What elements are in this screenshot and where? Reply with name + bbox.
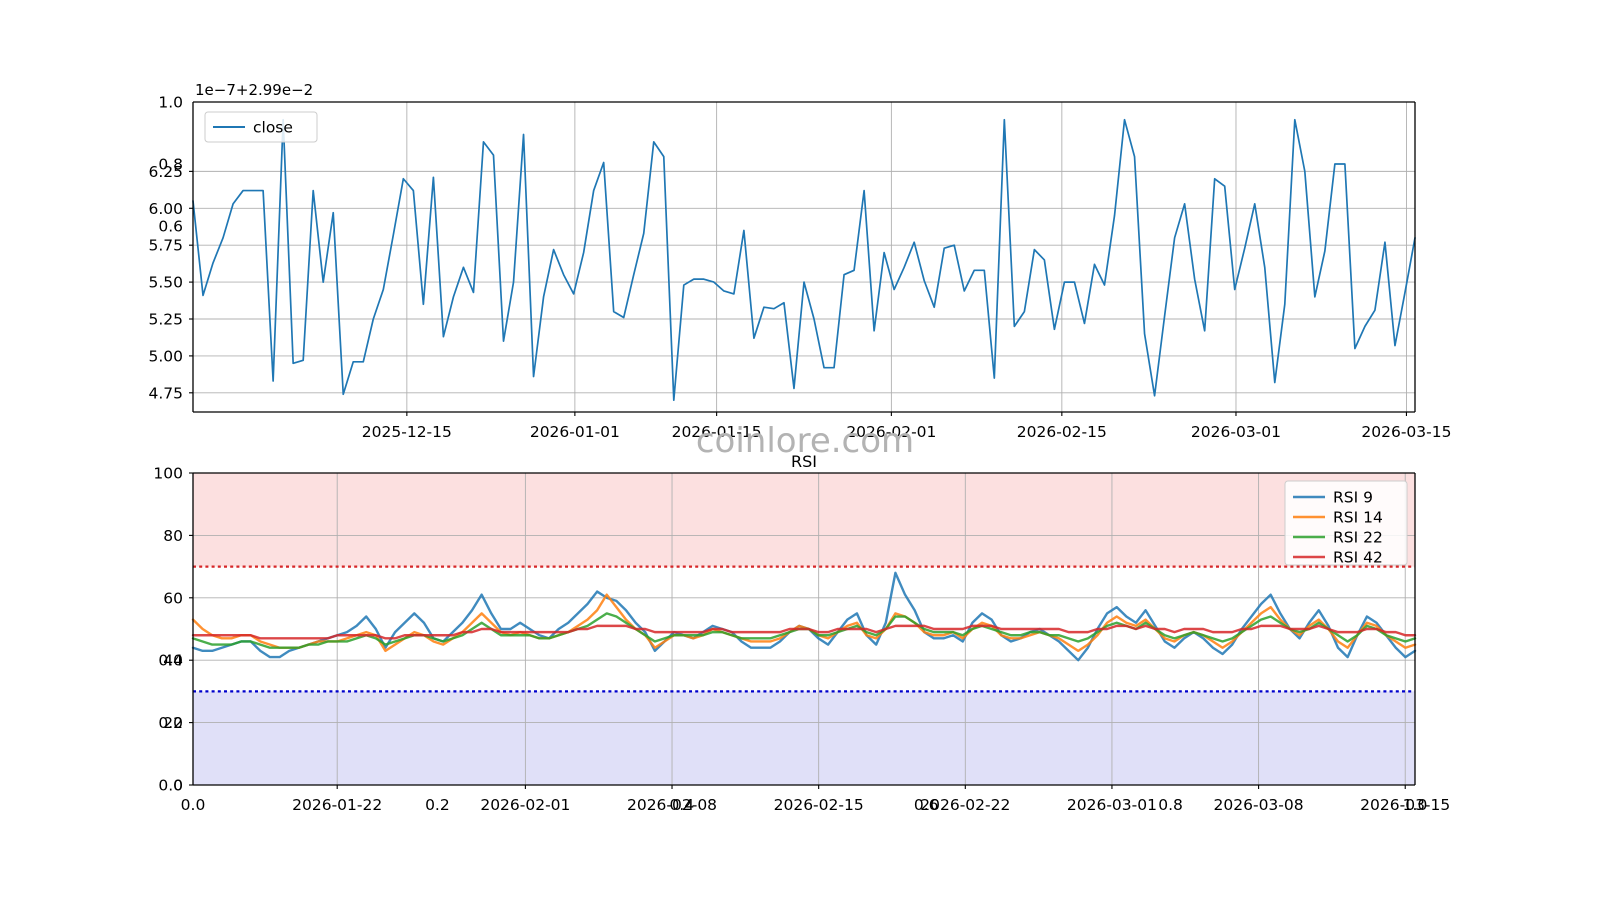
- rsi-legend-label-rsi-14: RSI 14: [1333, 509, 1383, 527]
- rsi-secondary-xtick-label: 0.2: [425, 796, 450, 814]
- rsi-xtick-label: 2026-02-01: [480, 796, 570, 814]
- rsi-ytick-label: 100: [153, 465, 183, 483]
- rsi-xtick-label: 2026-03-15: [1360, 796, 1450, 814]
- rsi-series-line-rsi-42: [191, 624, 1417, 640]
- rsi-secondary-ytick-label: 0.2: [158, 714, 183, 732]
- price-ytick-label: 4.75: [148, 384, 183, 402]
- rsi-secondary-xtick-label: 0.0: [181, 796, 206, 814]
- price-secondary-ytick-label: 0.6: [158, 218, 183, 236]
- price-xtick-label: 2026-02-15: [1017, 423, 1107, 441]
- price-legend: [204, 111, 318, 143]
- rsi-xtick-label: 2026-01-22: [292, 796, 382, 814]
- rsi-oversold-band: [193, 691, 1415, 785]
- price-ytick-label: 5.25: [148, 311, 183, 329]
- rsi-legend-label-rsi-22: RSI 22: [1333, 529, 1383, 547]
- price-xtick-label: 2026-03-01: [1191, 423, 1281, 441]
- price-xtick-label: 2026-02-01: [846, 423, 936, 441]
- rsi-ytick-label: 0: [173, 777, 183, 795]
- price-secondary-ytick-label: 0.8: [158, 156, 183, 174]
- price-legend-box: [204, 111, 318, 143]
- price-axes-background: [193, 102, 1415, 412]
- rsi-axes: [189, 472, 1417, 789]
- rsi-ytick-label: 80: [163, 527, 183, 545]
- rsi-legend-label-rsi-42: RSI 42: [1333, 549, 1383, 567]
- rsi-xtick-label: 2026-03-08: [1214, 796, 1304, 814]
- rsi-secondary-xtick-label: 1.0: [1403, 796, 1428, 814]
- rsi-overbought-band: [193, 473, 1415, 567]
- rsi-legend: [1284, 480, 1408, 566]
- price-ytick-label: 5.75: [148, 237, 183, 255]
- price-ytick-label: 5.00: [148, 347, 183, 365]
- price-secondary-ytick-label: 1.0: [158, 94, 183, 112]
- price-ytick-label: 5.50: [148, 274, 183, 292]
- rsi-legend-box: [1284, 480, 1408, 566]
- rsi-ytick-label: 20: [163, 714, 183, 732]
- rsi-xtick-label: 2026-02-22: [920, 796, 1010, 814]
- rsi-ytick-label: 60: [163, 589, 183, 607]
- price-axes: [189, 101, 1416, 416]
- price-ytick-label: 6.00: [148, 200, 183, 218]
- price-xtick-label: 2026-03-15: [1361, 423, 1451, 441]
- rsi-ytick-label: 40: [163, 652, 183, 670]
- rsi-secondary-xtick-label: 0.8: [1158, 796, 1183, 814]
- price-xtick-label: 2026-01-15: [672, 423, 762, 441]
- price-xtick-label: 2026-01-01: [530, 423, 620, 441]
- price-xtick-label: 2025-12-15: [362, 423, 452, 441]
- rsi-secondary-ytick-label: 0.0: [158, 777, 183, 795]
- price-legend-label-close: close: [253, 119, 293, 137]
- rsi-xtick-label: 2026-03-01: [1067, 796, 1157, 814]
- rsi-xtick-label: 2026-02-08: [627, 796, 717, 814]
- rsi-secondary-xtick-label: 0.4: [669, 796, 694, 814]
- rsi-secondary-ytick-label: 0.4: [158, 652, 183, 670]
- price-ytick-label: 6.25: [148, 163, 183, 181]
- rsi-series-line-rsi-14: [191, 593, 1417, 653]
- watermark-text: coinlore.com: [696, 421, 914, 461]
- rsi-xtick-label: 2026-02-15: [774, 796, 864, 814]
- rsi-secondary-xtick-label: 0.6: [914, 796, 939, 814]
- price-axis-offset-text: 1e−7+2.99e−2: [195, 81, 313, 99]
- rsi-panel-title: RSI: [791, 452, 817, 471]
- rsi-legend-label-rsi-9: RSI 9: [1333, 489, 1373, 507]
- price-close-line: [192, 118, 1416, 402]
